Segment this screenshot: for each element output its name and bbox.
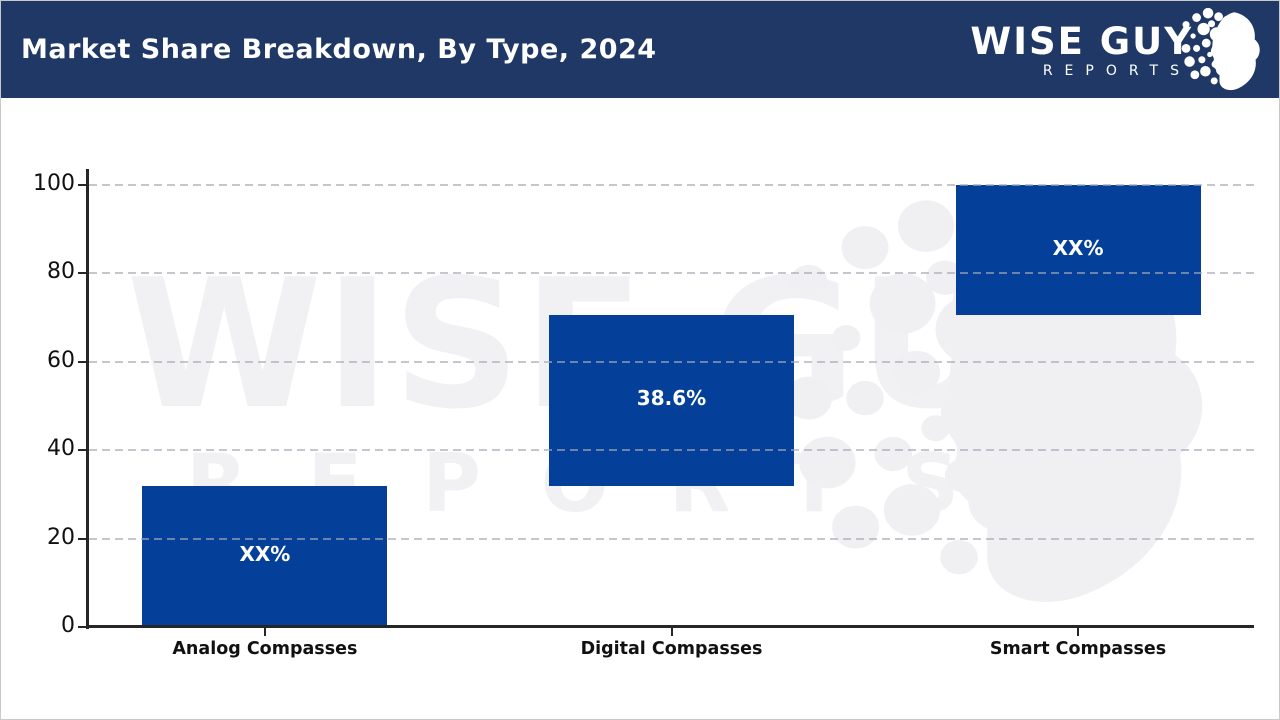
watermark-head-dots bbox=[785, 200, 1203, 602]
y-tick-label-100: 100 bbox=[33, 171, 75, 196]
bar-label-2: XX% bbox=[1052, 235, 1104, 260]
bar-2 bbox=[955, 185, 1201, 315]
y-tick-40 bbox=[78, 449, 87, 452]
bar-label-0: XX% bbox=[239, 542, 291, 567]
y-tick-label-60: 60 bbox=[47, 347, 75, 373]
wise-guy-reports-logo: WISE GUY REPORTS bbox=[970, 7, 1267, 91]
logo-head-icon bbox=[1181, 7, 1260, 91]
y-axis-spine bbox=[86, 169, 89, 629]
y-tick-label-0: 0 bbox=[61, 613, 75, 638]
y-tick-60 bbox=[78, 360, 87, 363]
gridline-60 bbox=[89, 360, 1254, 363]
logo-text: WISE GUY REPORTS bbox=[970, 22, 1193, 80]
bar-1 bbox=[549, 314, 794, 486]
bar-label-1: 38.6% bbox=[636, 386, 707, 411]
header-bar: Market Share Breakdown, By Type, 2024 WI… bbox=[1, 1, 1279, 98]
x-category-label-2: Smart Compasses bbox=[989, 639, 1167, 659]
chart-area: XX% 38.6% XX% 0 20 40 60 80 100 Analog Compasses D… bbox=[1, 98, 1279, 719]
x-category-label-1: Digital Compasses bbox=[580, 639, 763, 659]
y-tick-0 bbox=[78, 626, 87, 628]
x-tick-0 bbox=[263, 628, 266, 636]
gridline-100 bbox=[89, 184, 1254, 186]
x-category-label-0: Analog Compasses bbox=[172, 639, 358, 659]
gridline-20 bbox=[89, 537, 1254, 540]
y-tick-label-20: 20 bbox=[47, 524, 75, 550]
logo-subtitle: REPORTS bbox=[1042, 63, 1191, 79]
y-tick-80 bbox=[78, 272, 87, 275]
gridline-80 bbox=[89, 272, 1254, 275]
x-tick-2 bbox=[1077, 628, 1080, 636]
y-tick-label-80: 80 bbox=[47, 259, 75, 285]
y-tick-20 bbox=[78, 537, 87, 540]
y-tick-label-40: 40 bbox=[47, 436, 75, 462]
logo-wordmark: WISE GUY bbox=[970, 20, 1193, 63]
x-axis-spine bbox=[86, 625, 1254, 628]
gridline-40 bbox=[89, 449, 1254, 452]
bar-0 bbox=[142, 485, 388, 627]
x-tick-1 bbox=[670, 628, 673, 636]
y-tick-100 bbox=[78, 184, 87, 186]
page-title: Market Share Breakdown, By Type, 2024 bbox=[21, 34, 657, 65]
